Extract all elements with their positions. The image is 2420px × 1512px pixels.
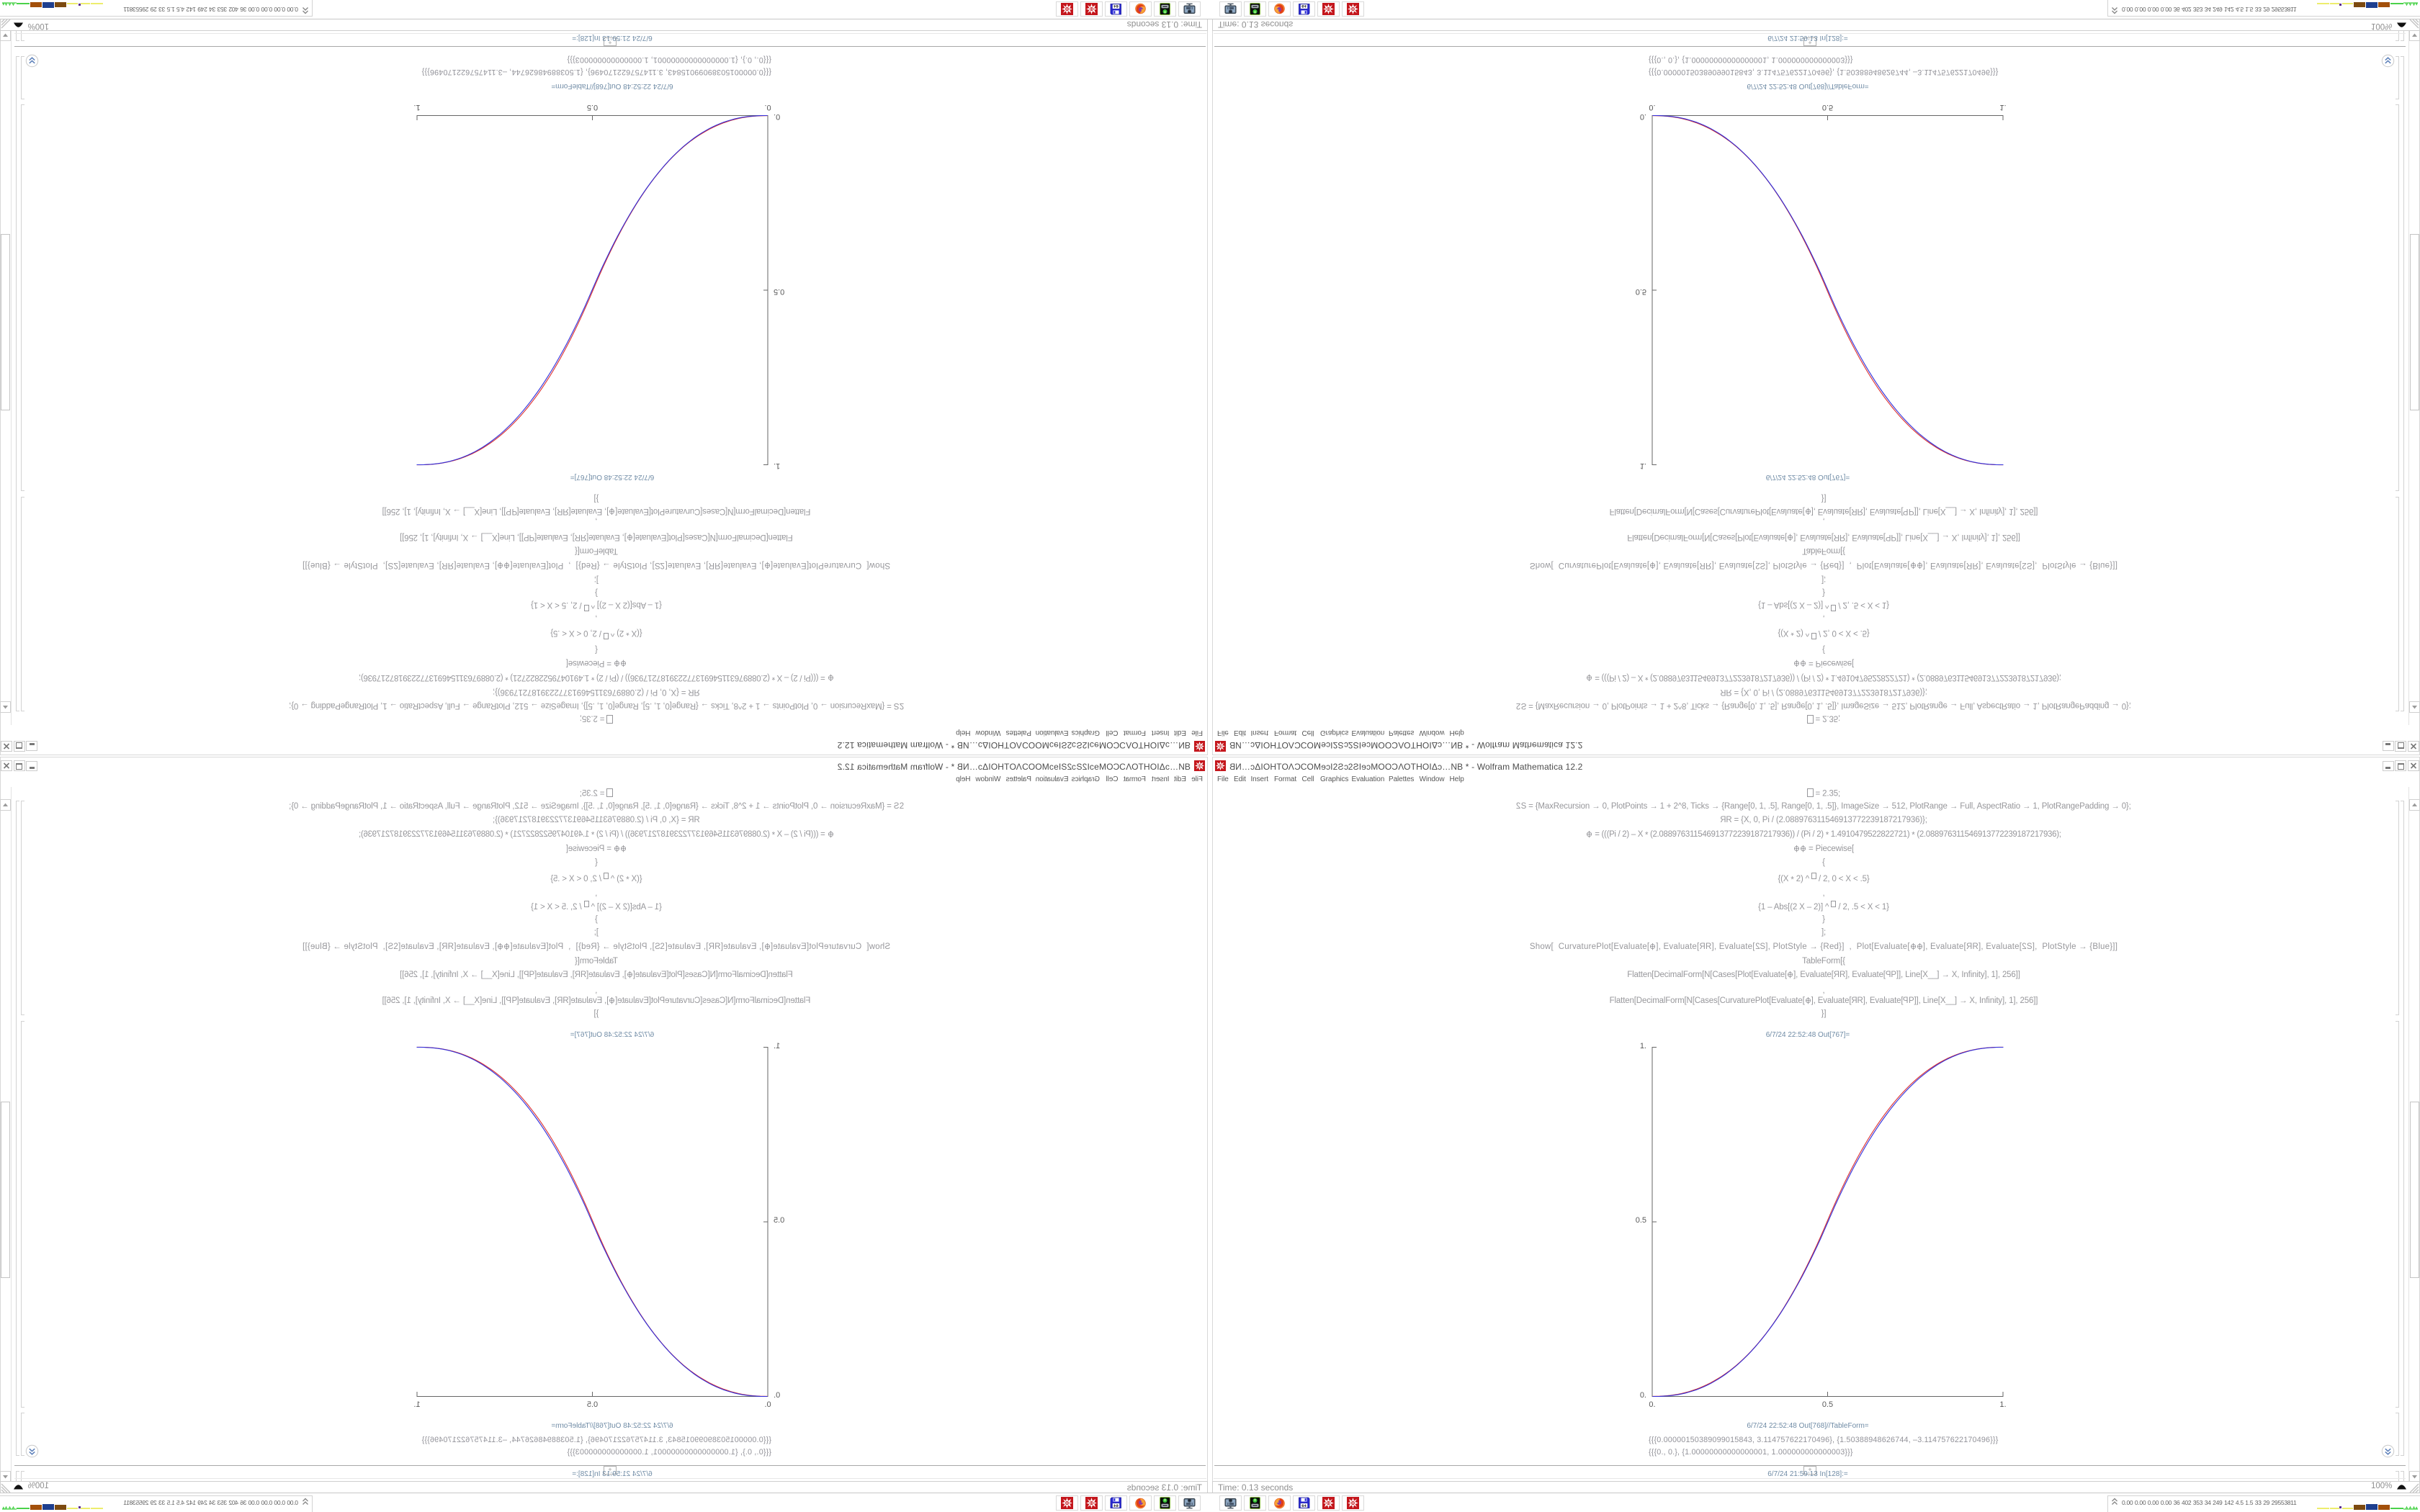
svg-text:64: 64 bbox=[1301, 4, 1307, 9]
svg-text:64: 64 bbox=[1301, 1503, 1307, 1508]
svg-text:64: 64 bbox=[1113, 4, 1119, 9]
svg-text:64: 64 bbox=[1113, 1503, 1119, 1508]
